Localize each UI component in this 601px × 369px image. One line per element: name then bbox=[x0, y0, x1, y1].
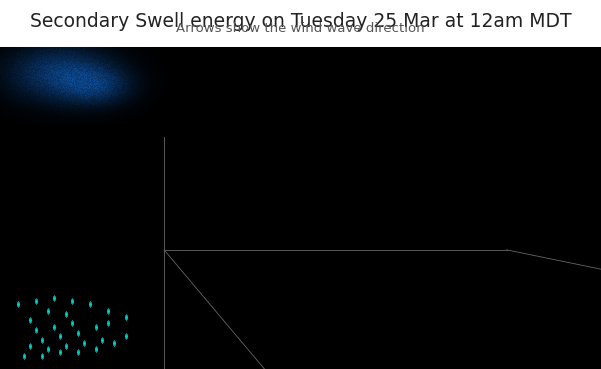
Text: Arrows show the wind wave direction: Arrows show the wind wave direction bbox=[176, 22, 425, 35]
Text: Secondary Swell energy on Tuesday 25 Mar at 12am MDT: Secondary Swell energy on Tuesday 25 Mar… bbox=[29, 12, 572, 31]
